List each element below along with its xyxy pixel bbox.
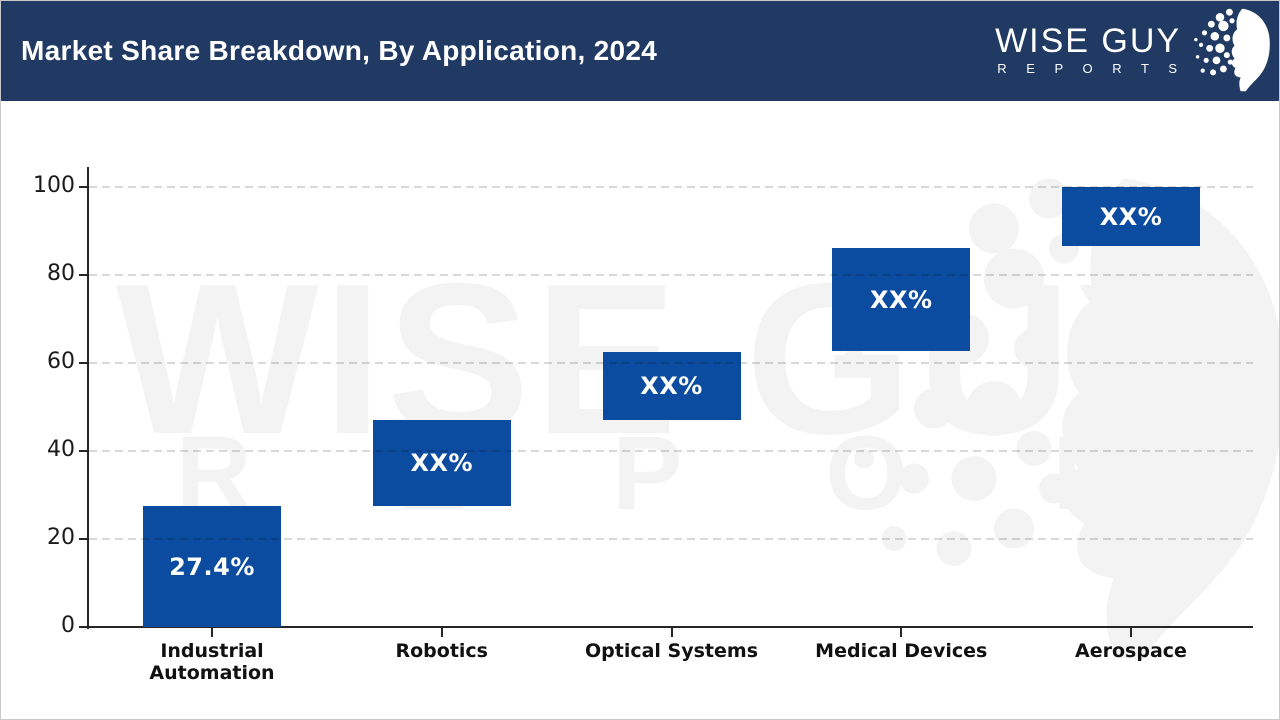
x-tick-mark [1130, 628, 1132, 637]
y-tick-label: 0 [61, 613, 75, 638]
brand-logo-text: WISE GUY R E P O R T S [991, 24, 1185, 76]
x-tick-label: Optical Systems [584, 640, 758, 662]
bar-value-label: XX% [640, 371, 703, 400]
y-axis-line [87, 167, 89, 629]
bar-value-label: XX% [1099, 202, 1163, 231]
bar-industrial-automation: 27.4% [143, 506, 281, 627]
brand-logo: WISE GUY R E P O R T S [991, 7, 1275, 93]
bar-optical-systems: XX% [602, 351, 741, 421]
bar-value-label: 27.4% [169, 552, 255, 581]
brand-head-icon [1194, 8, 1270, 92]
bar-value-label: XX% [410, 449, 474, 478]
brand-wordmark: WISE GUY [995, 22, 1182, 60]
bar-robotics: XX% [372, 420, 511, 507]
y-tick-mark [79, 362, 87, 364]
y-tick-mark [79, 186, 87, 188]
y-tick-label: 100 [33, 173, 75, 198]
brand-reports-text: R E P O R T S [997, 61, 1185, 76]
y-tick-label: 20 [47, 525, 75, 550]
y-tick-mark [79, 626, 87, 628]
y-tick-mark [79, 450, 87, 452]
watermark-head-icon [844, 178, 1279, 659]
x-axis-line [87, 626, 1253, 628]
x-tick-mark [670, 628, 673, 637]
y-tick-mark [79, 538, 87, 540]
header-bar: Market Share Breakdown, By Application, … [1, 1, 1279, 101]
y-tick-mark [79, 274, 87, 276]
x-tick-label: Robotics [395, 640, 488, 662]
x-tick-label: Medical Devices [815, 640, 988, 662]
x-tick-mark [900, 628, 903, 637]
page-title: Market Share Breakdown, By Application, … [21, 35, 658, 66]
bar-value-label: XX% [869, 285, 933, 314]
x-tick-mark [211, 628, 213, 637]
y-tick-label: 60 [47, 349, 75, 374]
bar-aerospace: XX% [1062, 187, 1200, 247]
x-tick-label: Aerospace [1075, 640, 1187, 662]
x-tick-mark [440, 628, 443, 637]
y-tick-label: 40 [47, 437, 75, 462]
y-tick-label: 80 [47, 261, 75, 286]
bar-medical-devices: XX% [832, 248, 971, 352]
x-tick-label: Industrial Automation [149, 640, 275, 684]
